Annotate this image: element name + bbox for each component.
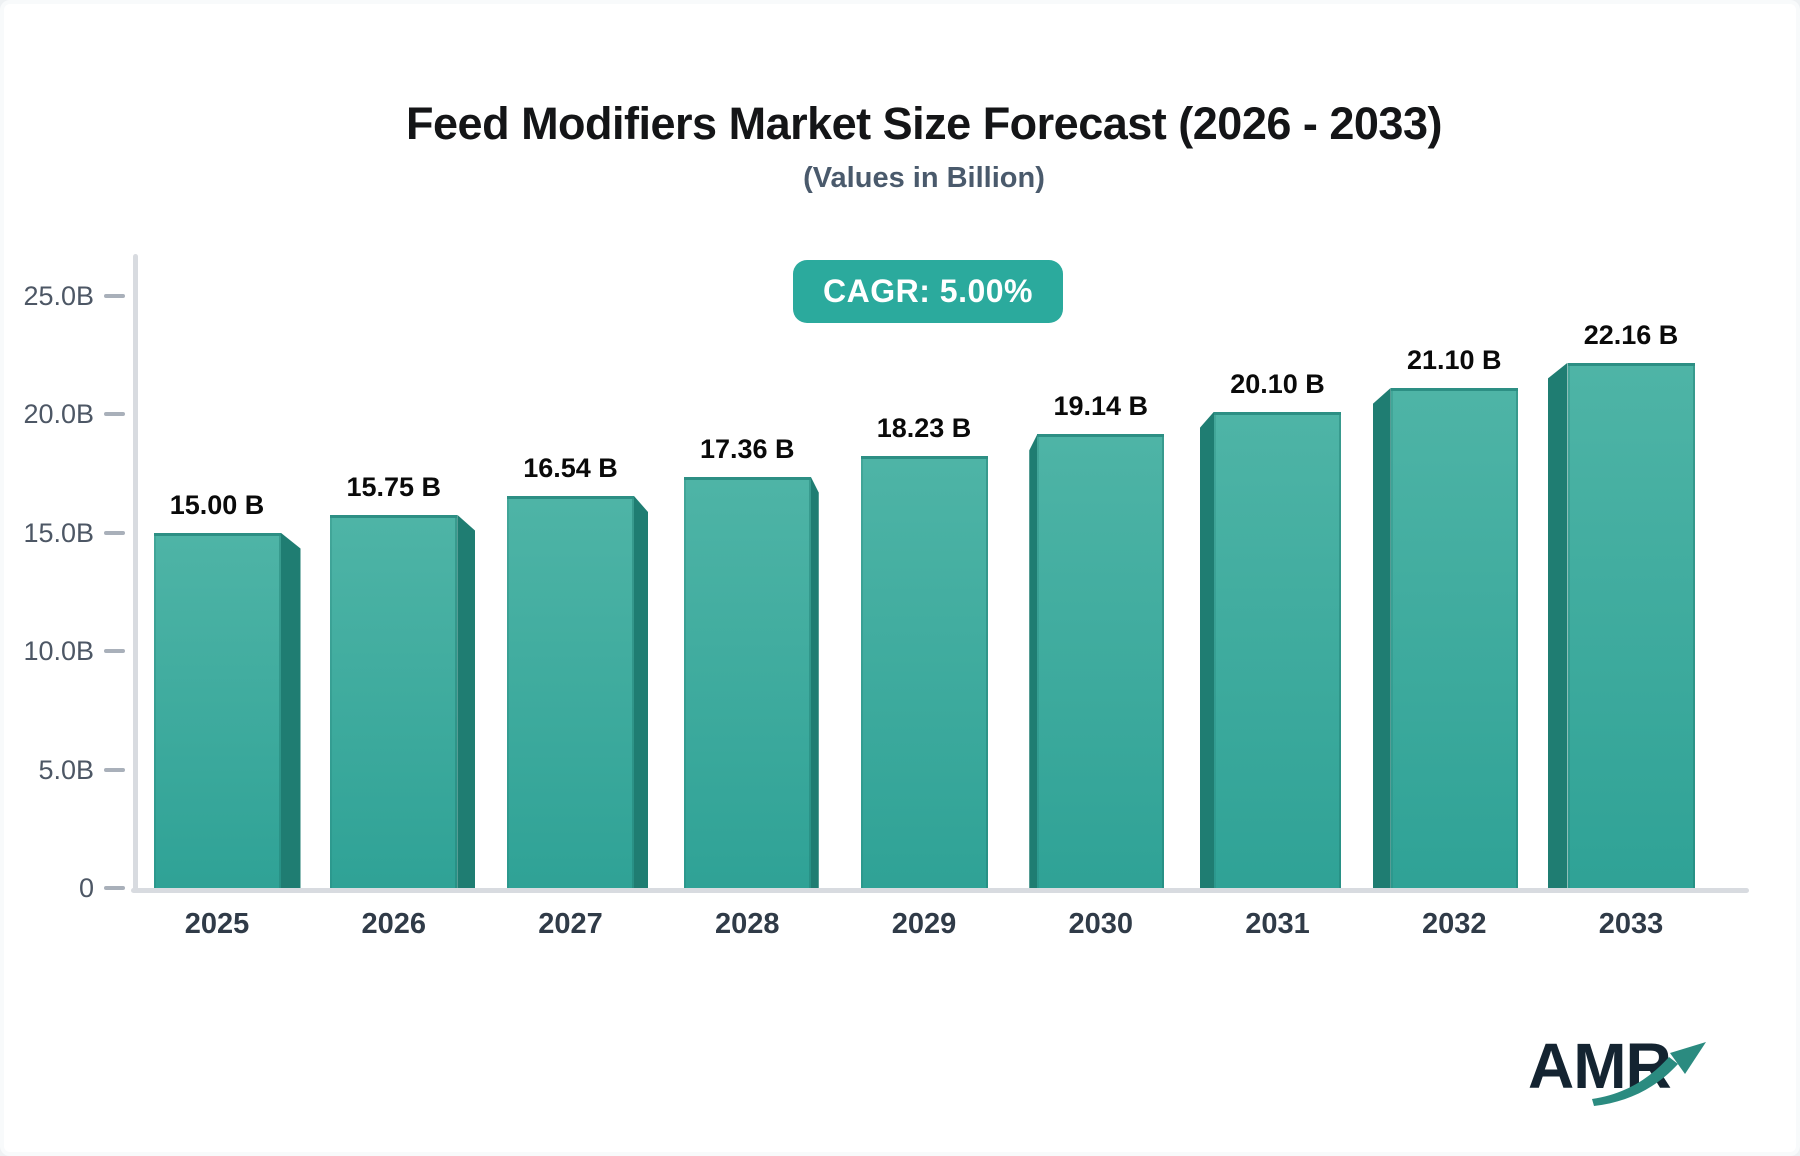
x-axis-label-2032: 2032 xyxy=(1421,908,1487,940)
bar-3d-side xyxy=(457,514,476,888)
bar-value-label: 18.23 B xyxy=(876,412,972,443)
y-axis-tick-mark xyxy=(104,886,125,890)
bar-2030 xyxy=(1037,434,1165,888)
x-axis-label-2030: 2030 xyxy=(1068,908,1133,940)
y-axis-tick-label: 25.0B xyxy=(23,280,94,311)
y-axis-tick-mark xyxy=(104,530,125,535)
bar-3d-side xyxy=(1200,411,1214,888)
bar-3d-side xyxy=(1372,387,1391,888)
x-axis-label-2031: 2031 xyxy=(1245,908,1310,940)
bar-2028 xyxy=(683,476,811,888)
bar-3d-side xyxy=(810,476,819,888)
bar-3d-side xyxy=(1547,362,1568,888)
x-axis-label-2026: 2026 xyxy=(361,908,426,940)
chart-subtitle: (Values in Billion) xyxy=(803,162,1045,194)
bar-2029 xyxy=(860,455,988,888)
y-axis-tick-mark xyxy=(104,767,125,772)
cagr-badge: CAGR: 5.00% xyxy=(793,260,1063,323)
y-axis-tick-label: 15.0B xyxy=(23,517,94,548)
bar-3d-side xyxy=(1029,434,1038,888)
bar-chart-plot: 0 5.0B 10.0B 15.0B 20.0B 25.0B 15.00 B 2025 15.7… xyxy=(4,4,1796,1152)
y-axis-tick-label: 0 xyxy=(78,873,94,903)
chart-title: Feed Modifiers Market Size Forecast (202… xyxy=(406,98,1442,149)
y-axis-tick-mark xyxy=(104,649,125,653)
bar-2032 xyxy=(1390,387,1518,888)
bar-2031 xyxy=(1214,411,1341,888)
bar-value-label: 19.14 B xyxy=(1053,391,1149,422)
bar-value-label: 15.75 B xyxy=(346,471,442,502)
bar-2025 xyxy=(153,532,281,888)
amr-logo-arrow-icon xyxy=(1592,1042,1706,1106)
x-axis-label-2033: 2033 xyxy=(1598,908,1664,940)
y-axis-tick-mark xyxy=(104,412,125,416)
x-axis-label-2028: 2028 xyxy=(714,908,780,940)
y-axis-tick-mark xyxy=(104,293,125,298)
bar-value-label: 15.00 B xyxy=(169,489,265,520)
y-axis-tick-label: 20.0B xyxy=(23,399,94,429)
bar-3d-side xyxy=(280,532,301,888)
x-axis-label-2029: 2029 xyxy=(891,908,957,940)
x-axis-label-2027: 2027 xyxy=(538,908,603,940)
y-axis-line xyxy=(133,254,138,893)
x-axis-label-2025: 2025 xyxy=(184,908,250,940)
bar-2033 xyxy=(1567,362,1695,888)
bar-2026 xyxy=(330,514,458,888)
y-axis-tick-label: 10.0B xyxy=(23,636,94,666)
amr-logo: AMR xyxy=(1528,1034,1738,1124)
bar-value-label: 22.16 B xyxy=(1583,319,1679,350)
x-axis-baseline xyxy=(131,888,1749,893)
bar-3d-side xyxy=(634,496,648,888)
bar-value-label: 21.10 B xyxy=(1406,344,1502,375)
bar-2027 xyxy=(507,496,634,888)
cagr-badge-label: CAGR: 5.00% xyxy=(823,273,1033,309)
y-axis-tick-label: 5.0B xyxy=(38,754,94,785)
bar-value-label: 16.54 B xyxy=(523,453,618,483)
bar-value-label: 17.36 B xyxy=(699,433,795,464)
bar-value-label: 20.10 B xyxy=(1230,368,1325,399)
